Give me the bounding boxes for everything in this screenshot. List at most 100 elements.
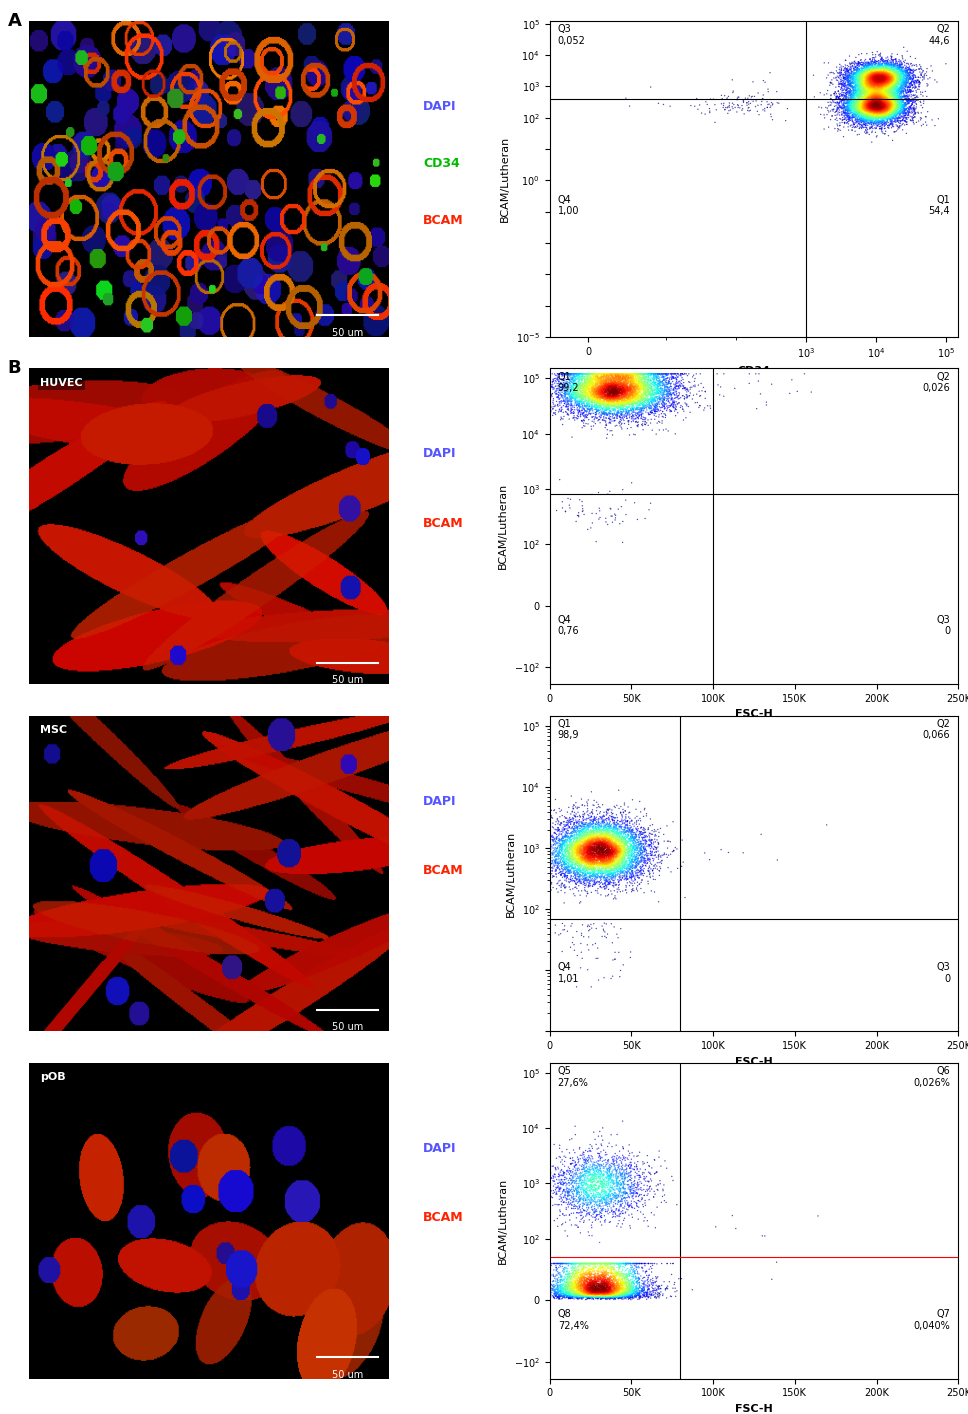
Point [595, 1258, 611, 1281]
Point [578, 370, 593, 393]
Point [628, 370, 644, 393]
Point [885, 68, 900, 90]
Point [887, 93, 902, 116]
Point [602, 397, 618, 420]
Point [587, 1264, 602, 1287]
Point [609, 1275, 624, 1298]
Point [648, 382, 663, 404]
Point [878, 74, 893, 96]
Point [552, 847, 567, 870]
Point [852, 65, 867, 88]
Point [593, 847, 609, 870]
Point [579, 1278, 594, 1301]
Point [567, 846, 583, 868]
Point [867, 75, 883, 98]
Point [599, 837, 615, 860]
Point [871, 103, 887, 126]
Point [882, 72, 897, 95]
Point [543, 1167, 559, 1189]
Point [620, 824, 636, 847]
Point [619, 404, 634, 427]
Point [880, 95, 895, 117]
Point [601, 1270, 617, 1292]
Point [576, 411, 591, 434]
Point [864, 83, 880, 106]
Point [857, 58, 872, 81]
Point [575, 843, 590, 865]
Point [885, 93, 900, 116]
Point [625, 393, 641, 416]
Point [634, 389, 650, 411]
Point [860, 82, 875, 105]
Point [591, 379, 607, 402]
Point [629, 389, 645, 411]
Point [605, 365, 620, 387]
Point [577, 826, 592, 848]
Point [572, 1267, 588, 1290]
Point [868, 102, 884, 124]
Point [602, 843, 618, 865]
Point [579, 366, 594, 389]
Point [644, 396, 659, 419]
Point [592, 389, 608, 411]
Point [632, 851, 648, 874]
Point [600, 826, 616, 848]
Point [611, 373, 626, 396]
Point [582, 370, 597, 393]
Point [881, 92, 896, 115]
Point [576, 378, 591, 400]
Point [886, 103, 901, 126]
Point [626, 1280, 642, 1302]
Point [869, 59, 885, 82]
Point [586, 1189, 601, 1212]
Point [591, 833, 607, 855]
Point [586, 847, 601, 870]
Point [601, 382, 617, 404]
Point [586, 846, 601, 868]
Point [622, 1287, 638, 1309]
Point [631, 392, 647, 414]
Point [589, 1282, 604, 1305]
Point [574, 848, 590, 871]
Point [622, 373, 638, 396]
Point [620, 830, 635, 853]
Point [548, 1274, 563, 1297]
Point [591, 1282, 607, 1305]
Point [887, 106, 902, 129]
Point [592, 1193, 608, 1216]
Point [651, 851, 667, 874]
Point [871, 78, 887, 100]
Point [605, 864, 620, 887]
Point [879, 95, 894, 117]
Point [576, 860, 591, 882]
Point [608, 385, 623, 407]
Point [587, 1268, 602, 1291]
Point [583, 843, 598, 865]
Point [610, 839, 625, 861]
Point [617, 1273, 632, 1295]
Point [615, 830, 630, 853]
Point [596, 1253, 612, 1275]
Point [588, 1284, 603, 1307]
Point [856, 71, 871, 93]
Point [865, 86, 881, 109]
Point [868, 69, 884, 92]
Point [896, 71, 912, 93]
Point [882, 64, 897, 86]
Point [603, 1285, 619, 1308]
Point [896, 83, 912, 106]
Point [864, 96, 880, 119]
Point [621, 820, 637, 843]
Point [601, 378, 617, 400]
Point [595, 1285, 611, 1308]
Point [572, 841, 588, 864]
Point [600, 824, 616, 847]
Point [590, 844, 606, 867]
Point [621, 379, 637, 402]
Point [655, 372, 671, 395]
Point [633, 389, 649, 411]
Point [599, 397, 615, 420]
Point [616, 843, 631, 865]
Point [874, 93, 890, 116]
Point [576, 375, 591, 397]
